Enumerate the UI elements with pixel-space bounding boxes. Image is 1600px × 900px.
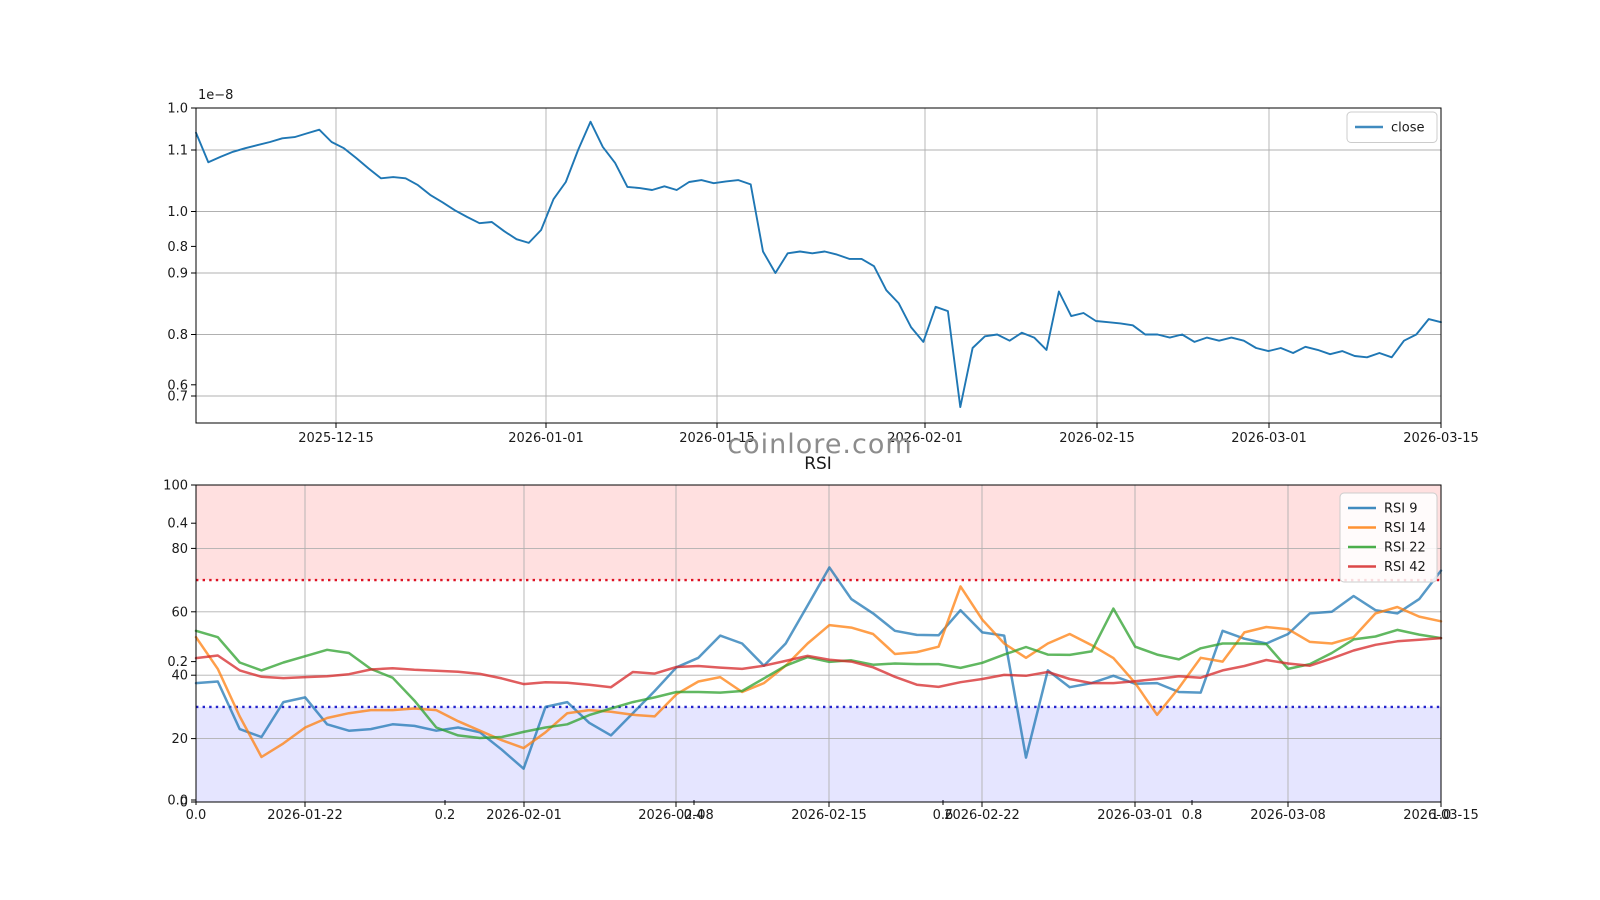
top-x-tick-label: 2026-02-15 [1059, 431, 1135, 446]
rsi-x-tick-label: 2026-03-01 [1097, 808, 1173, 823]
overlay-y-tick-label: 0.8 [167, 240, 188, 255]
top-x-tick-label: 2026-01-15 [679, 431, 755, 446]
rsi-chart-title: RSI [804, 454, 832, 474]
rsi-x-tick-label: 2026-03-15 [1403, 808, 1479, 823]
rsi-legend-label-4: RSI 42 [1384, 560, 1426, 575]
rsi-legend-label-3: RSI 22 [1384, 541, 1426, 556]
top-y-tick-label: 0.8 [167, 328, 188, 343]
overlay-x-tick-label: 0.8 [1182, 808, 1203, 823]
rsi-x-tick-label: 2026-02-22 [944, 808, 1020, 823]
overlay-x-tick-label: 1.0 [1431, 808, 1452, 823]
top-chart-spines [195, 107, 1442, 424]
rsi-legend-label-1: RSI 9 [1384, 502, 1418, 517]
rsi-chart-spines [195, 484, 1442, 803]
rsi-x-tick-label: 2026-02-15 [791, 808, 867, 823]
top-y-tick-label: 1.0 [167, 205, 188, 220]
rsi-x-tick-label: 2026-02-08 [638, 808, 714, 823]
overlay-x-tick-label: 0.6 [933, 808, 954, 823]
overlay-y-tick-label: 0.2 [167, 655, 188, 670]
top-x-tick-label: 2026-03-01 [1231, 431, 1307, 446]
rsi-y-tick-label: 80 [171, 542, 188, 557]
oversold-band [196, 706, 1441, 802]
rsi-line-rsi-22 [194, 607, 1443, 740]
close-line [195, 120, 1442, 409]
rsi-y-tick-label: 0 [180, 796, 188, 811]
rsi-line-rsi-9 [194, 566, 1443, 770]
overbought-band [196, 485, 1441, 581]
top-y-tick-label: 0.9 [167, 267, 188, 282]
rsi-x-tick-label: 2026-02-01 [486, 808, 562, 823]
top-x-tick-label: 2026-01-01 [508, 431, 584, 446]
rsi-x-tick-label: 2026-01-22 [267, 808, 343, 823]
rsi-y-tick-label: 60 [171, 605, 188, 620]
rsi-legend-box [1339, 492, 1438, 583]
rsi-y-tick-label: 20 [171, 732, 188, 747]
overlay-y-tick-label: 0.6 [167, 378, 188, 393]
rsi-y-tick-label: 40 [171, 669, 188, 684]
overlay-x-tick-label: 0.4 [684, 808, 705, 823]
top-y-tick-label: 0.7 [167, 390, 188, 405]
watermark: coinlore.com [727, 429, 913, 460]
overlay-y-tick-label: 0.0 [167, 794, 188, 809]
top-x-tick-label: 2025-12-15 [298, 431, 374, 446]
close-legend-box [1346, 111, 1438, 143]
rsi-legend-label-2: RSI 14 [1384, 521, 1426, 536]
close-legend-label-1: close [1391, 121, 1424, 136]
overlay-y-tick-label: 1.0 [167, 102, 188, 117]
top-y-tick-label: 1.1 [167, 144, 188, 159]
overlay-x-tick-label: 0.0 [186, 808, 207, 823]
overlay-y-tick-label: 0.4 [167, 517, 188, 532]
top-offset-label: 1e−8 [198, 88, 233, 103]
rsi-y-tick-label: 100 [163, 479, 188, 494]
top-x-tick-label: 2026-02-01 [887, 431, 963, 446]
rsi-line-rsi-42 [194, 636, 1443, 689]
rsi-x-tick-label: 2026-03-08 [1250, 808, 1326, 823]
top-x-tick-label: 2026-03-15 [1403, 431, 1479, 446]
rsi-line-rsi-14 [194, 585, 1443, 759]
overlay-x-tick-label: 0.2 [435, 808, 456, 823]
